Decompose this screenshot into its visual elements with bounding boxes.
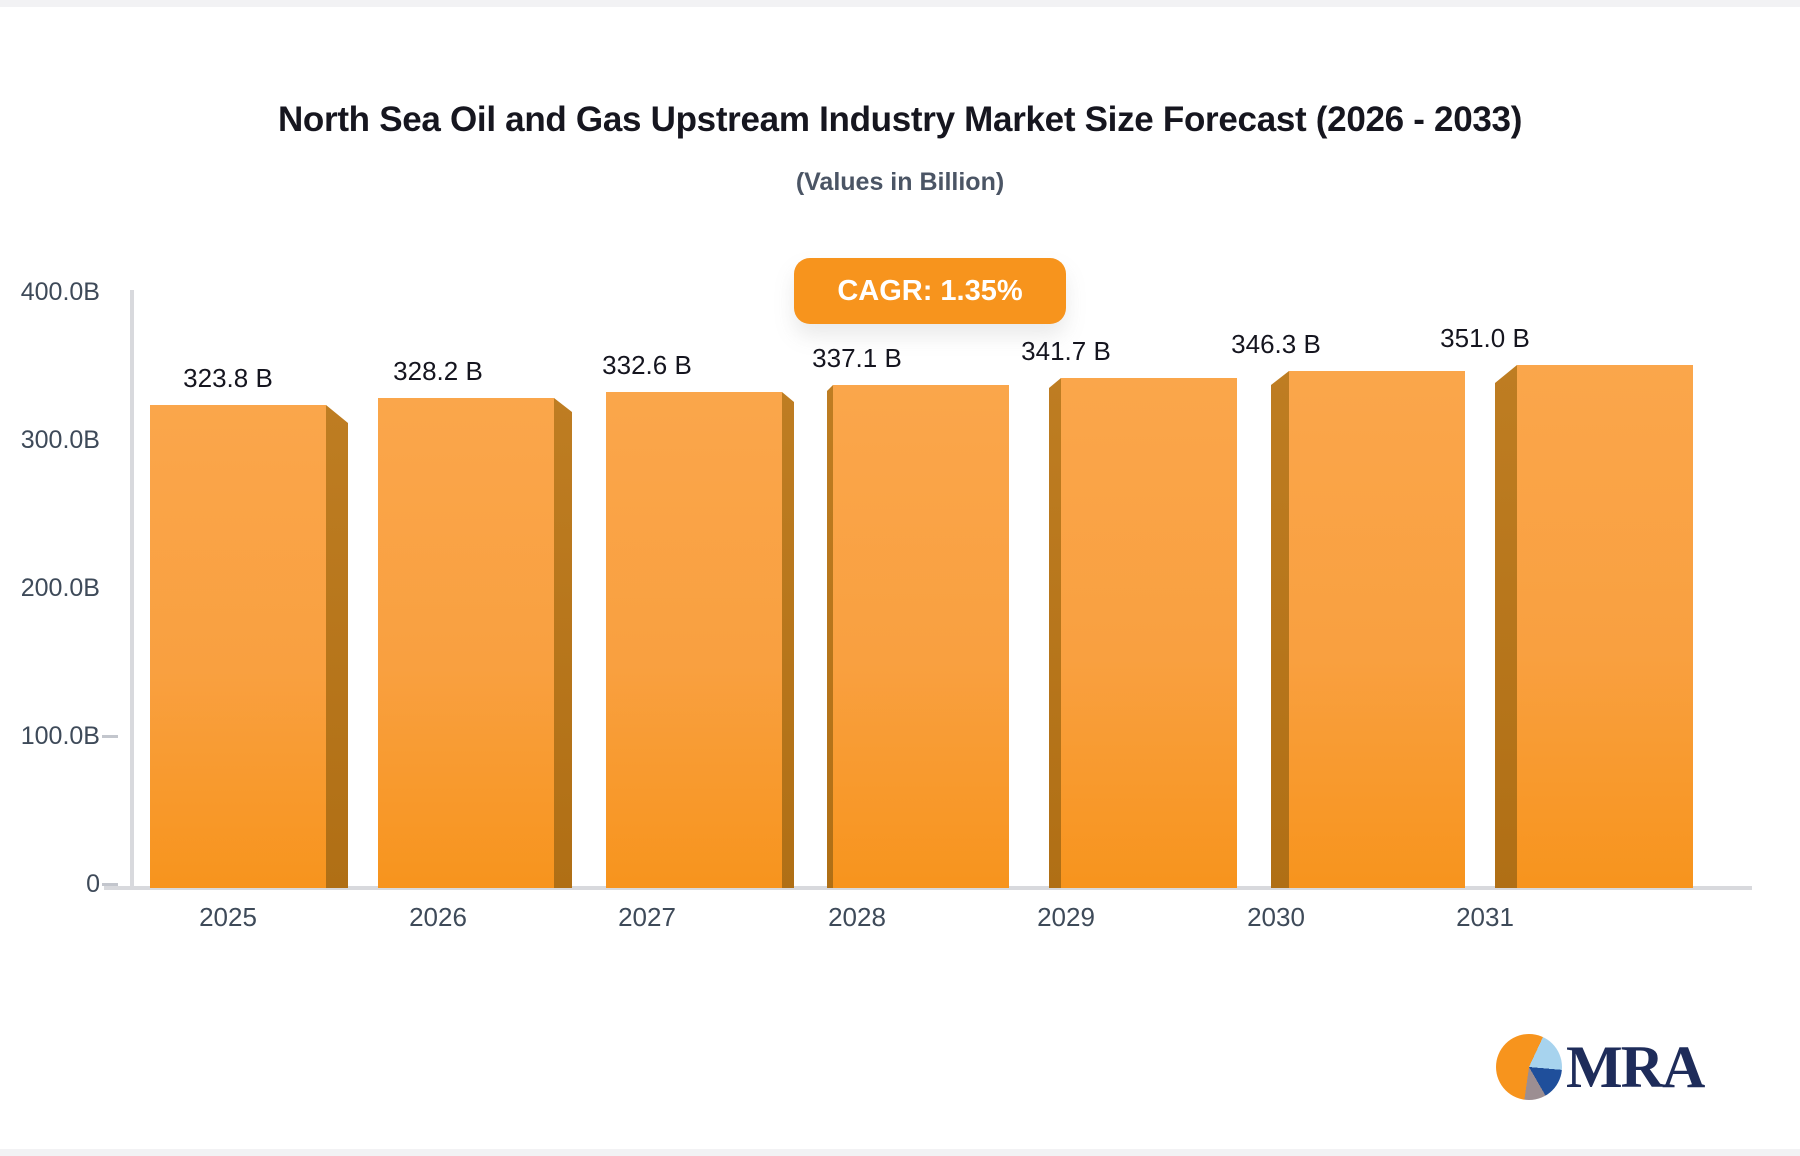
bar-2026[interactable] [378,398,554,888]
y-axis-tick-label: 200.0B [20,574,100,602]
bar-value-label: 346.3 B [1231,329,1321,359]
x-axis-tick-label: 2025 [199,902,257,932]
x-axis-tick-label: 2031 [1456,902,1514,932]
y-axis-tick-mark [102,883,118,886]
mra-logo: MRA [1496,1032,1736,1104]
y-axis-line [130,290,134,888]
bar-2025[interactable] [150,405,326,888]
bar-value-label: 332.6 B [602,350,692,380]
bar-2029[interactable] [1061,378,1237,888]
bar-3d-side-2028 [827,385,833,888]
bar-value-label: 337.1 B [812,343,902,373]
bar-3d-side-2026 [554,398,572,888]
page-top-border [0,0,1800,7]
bar-3d-side-2030 [1271,371,1289,888]
mra-logo-text: MRA [1566,1034,1705,1100]
x-axis-tick-label: 2027 [618,902,676,932]
bar-3d-side-2029 [1049,378,1061,888]
bar-3d-side-2025 [326,405,348,888]
bar-value-label: 351.0 B [1440,323,1530,353]
cagr-badge: CAGR: 1.35% [794,258,1066,324]
chart-title: North Sea Oil and Gas Upstream Industry … [277,100,1523,139]
x-axis-tick-label: 2026 [409,902,467,932]
x-axis-tick-label: 2028 [828,902,886,932]
page-bottom-border [0,1149,1800,1156]
bar-value-label: 328.2 B [393,356,483,386]
bar-value-label: 341.7 B [1021,336,1111,366]
bar-3d-side-2031 [1495,365,1517,888]
x-axis-tick-label: 2030 [1247,902,1305,932]
y-axis-tick-label: 100.0B [20,722,100,750]
x-axis-line [104,886,1752,890]
y-axis-tick-label: 0 [86,870,100,898]
chart-subtitle: (Values in Billion) [795,168,1005,196]
bar-2027[interactable] [606,392,782,888]
y-axis-tick-label: 300.0B [20,426,100,454]
mra-logo-pie-icon [1496,1034,1562,1100]
x-axis-tick-label: 2029 [1037,902,1095,932]
bar-2030[interactable] [1289,371,1465,888]
bar-3d-side-2027 [782,392,794,888]
bar-value-label: 323.8 B [183,363,273,393]
y-axis-tick-label: 400.0B [20,278,100,306]
cagr-badge-label: CAGR: 1.35% [837,275,1023,307]
bar-2028[interactable] [833,385,1009,888]
y-axis-tick-mark [102,735,118,738]
bar-2031[interactable] [1517,365,1693,888]
